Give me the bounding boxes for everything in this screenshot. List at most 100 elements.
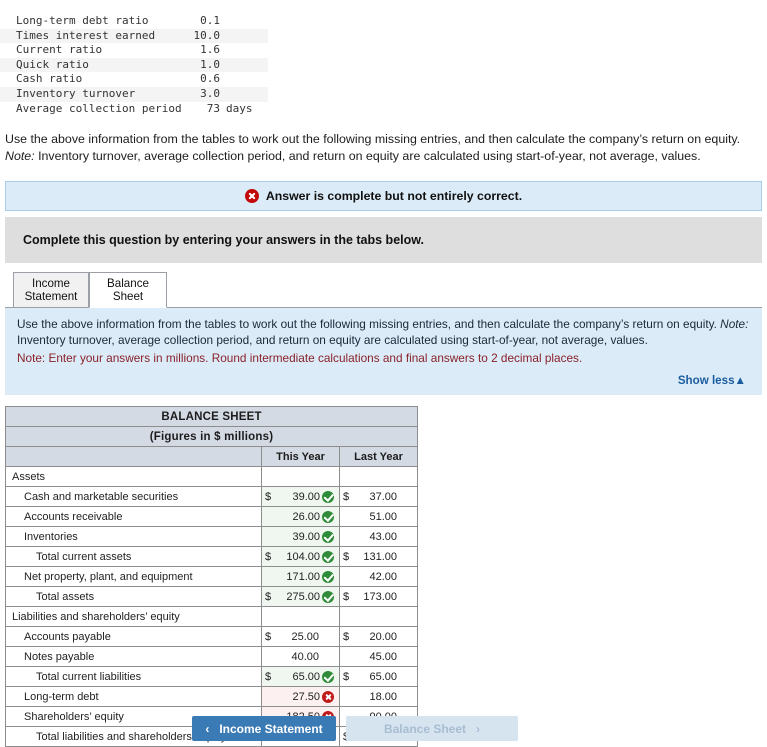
ratio-row: Long-term debt ratio 0.1 (0, 14, 268, 29)
row-label: Accounts payable (5, 626, 262, 648)
balance-sheet-body: Assets Cash and marketable securities $39.… (5, 466, 419, 747)
ratio-unit (220, 14, 268, 29)
tab-strip: Income Statement Balance Sheet (5, 272, 762, 309)
answer-status-banner: Answer is complete but not entirely corr… (5, 181, 762, 212)
question-info-box: Use the above information from the table… (5, 308, 762, 396)
balance-sheet-row: Notes payable 40.00 45.00 (5, 646, 419, 668)
amount-value: 20.00 (369, 630, 398, 643)
amount-value: 65.00 (369, 670, 398, 683)
amount-value: 39.00 (292, 490, 320, 503)
info-note-label: Note: (720, 317, 749, 332)
amount-value: 26.00 (292, 510, 320, 523)
balance-sheet-row: Accounts payable $25.00 $20.00 (5, 626, 419, 648)
tab-income-statement-label: Income Statement (24, 277, 78, 304)
ratio-label: Average collection period (16, 101, 182, 115)
ratio-value: 1.0 (200, 57, 220, 71)
amount-value: 45.00 (369, 650, 398, 663)
chevron-left-icon: ‹ (205, 721, 210, 736)
cell-this_year[interactable]: $275.00 (261, 586, 340, 608)
cell-this_year: $25.00 (261, 626, 340, 648)
correct-check-icon (322, 530, 336, 543)
correct-check-icon (322, 490, 336, 503)
info-text-part1: Use the above information from the table… (17, 317, 721, 332)
info-text-part2: Inventory turnover, average collection p… (17, 333, 648, 348)
cell-this_year (261, 606, 340, 628)
currency-symbol: $ (343, 550, 350, 563)
amount-value: 18.00 (369, 690, 398, 703)
show-less-link[interactable]: Show less▲ (678, 374, 746, 387)
cell-this_year[interactable]: 27.50 (261, 686, 340, 708)
row-label: Accounts receivable (5, 506, 262, 528)
problem-text-part1: Use the above information from the table… (5, 132, 741, 147)
cell-last_year: 51.00 (338, 506, 419, 528)
cell-last_year: $65.00 (338, 666, 419, 688)
info-box-paragraph: Use the above information from the table… (17, 316, 750, 348)
ratio-value: 0.1 (200, 14, 220, 27)
cell-this_year[interactable]: 171.00 (261, 566, 340, 588)
balance-sheet-row: Liabilities and shareholders’ equity (5, 606, 419, 628)
problem-note-label: Note: (5, 149, 35, 164)
ratio-label: Inventory turnover (16, 86, 136, 100)
cell-this_year[interactable]: $104.00 (261, 546, 340, 568)
question-nav: ‹ Income Statement Balance Sheet › (0, 716, 767, 741)
amount-value: 65.00 (292, 670, 320, 683)
ratio-label: Cash ratio (16, 72, 83, 86)
balance-sheet-head: BALANCE SHEET (Figures in $ millions) Th… (4, 406, 419, 468)
ratio-row: Cash ratio 0.6 (0, 72, 268, 87)
currency-symbol: $ (343, 630, 350, 643)
incorrect-x-icon (322, 690, 336, 703)
balance-sheet-row: Total current assets $104.00 $131.00 (5, 546, 419, 568)
answer-status-message: Answer is complete but not entirely corr… (265, 189, 523, 204)
cell-this_year[interactable]: 39.00 (261, 526, 340, 548)
balance-sheet-table: BALANCE SHEET (Figures in $ millions) Th… (4, 406, 419, 747)
row-label: Total current assets (5, 546, 262, 568)
tab-balance-sheet[interactable]: Balance Sheet (89, 272, 167, 309)
amount-value: 275.00 (286, 590, 320, 603)
balance-sheet-subtitle: (Figures in $ millions) (4, 426, 419, 448)
currency-symbol: $ (265, 550, 272, 563)
amount-value: 37.00 (369, 490, 398, 503)
column-header-this-year: This Year (261, 446, 340, 468)
prev-income-statement-button[interactable]: ‹ Income Statement (192, 716, 336, 741)
ratio-label: Quick ratio (16, 57, 89, 71)
row-label: Cash and marketable securities (5, 486, 262, 508)
row-label: Liabilities and shareholders’ equity (5, 606, 262, 628)
correct-check-icon (322, 590, 336, 603)
amount-value: 131.00 (363, 550, 398, 563)
row-label: Assets (5, 466, 262, 488)
show-less-row: Show less▲ (17, 372, 750, 389)
cell-last_year: $173.00 (338, 586, 419, 608)
amount-value: 173.00 (363, 590, 398, 603)
next-balance-sheet-button[interactable]: Balance Sheet › (346, 716, 518, 741)
cell-last_year: 45.00 (338, 646, 419, 668)
balance-sheet-row: Inventories 39.00 43.00 (5, 526, 419, 548)
cell-this_year (261, 466, 340, 488)
balance-sheet-wrapper: BALANCE SHEET (Figures in $ millions) Th… (4, 406, 767, 747)
row-label: Net property, plant, and equipment (5, 566, 262, 588)
ratio-unit: days (226, 101, 253, 115)
ratio-row: Inventory turnover 3.0 (0, 86, 268, 102)
complete-question-instruction: Complete this question by entering your … (5, 217, 762, 264)
ratio-row: Times interest earned 10.0 (0, 28, 268, 44)
amount-value: 51.00 (369, 510, 398, 523)
balance-sheet-row: Total assets $275.00 $173.00 (5, 586, 419, 608)
amount-value: 40.00 (291, 650, 319, 663)
ratios-table: Long-term debt ratio 0.1 Times interest ea… (0, 14, 268, 116)
ratio-value: 3.0 (200, 86, 220, 100)
cell-this_year: 40.00 (261, 646, 340, 668)
cell-this_year[interactable]: 26.00 (261, 506, 340, 528)
amount-value: 25.00 (291, 630, 319, 643)
amount-value: 42.00 (369, 570, 398, 583)
ratio-label: Long-term debt ratio (16, 14, 149, 27)
cell-this_year[interactable]: $65.00 (261, 666, 340, 688)
tab-income-statement[interactable]: Income Statement (13, 272, 89, 309)
balance-sheet-row: Assets (5, 466, 419, 488)
triangle-up-icon: ▲ (734, 374, 746, 388)
amount-value: 27.50 (292, 690, 320, 703)
cell-this_year[interactable]: $39.00 (261, 486, 340, 508)
cell-last_year (338, 606, 419, 628)
chevron-right-icon: › (476, 721, 481, 736)
next-button-label: Balance Sheet (383, 721, 467, 736)
ratio-row: Average collection period 73 days (0, 102, 268, 117)
cell-last_year: 42.00 (338, 566, 419, 588)
